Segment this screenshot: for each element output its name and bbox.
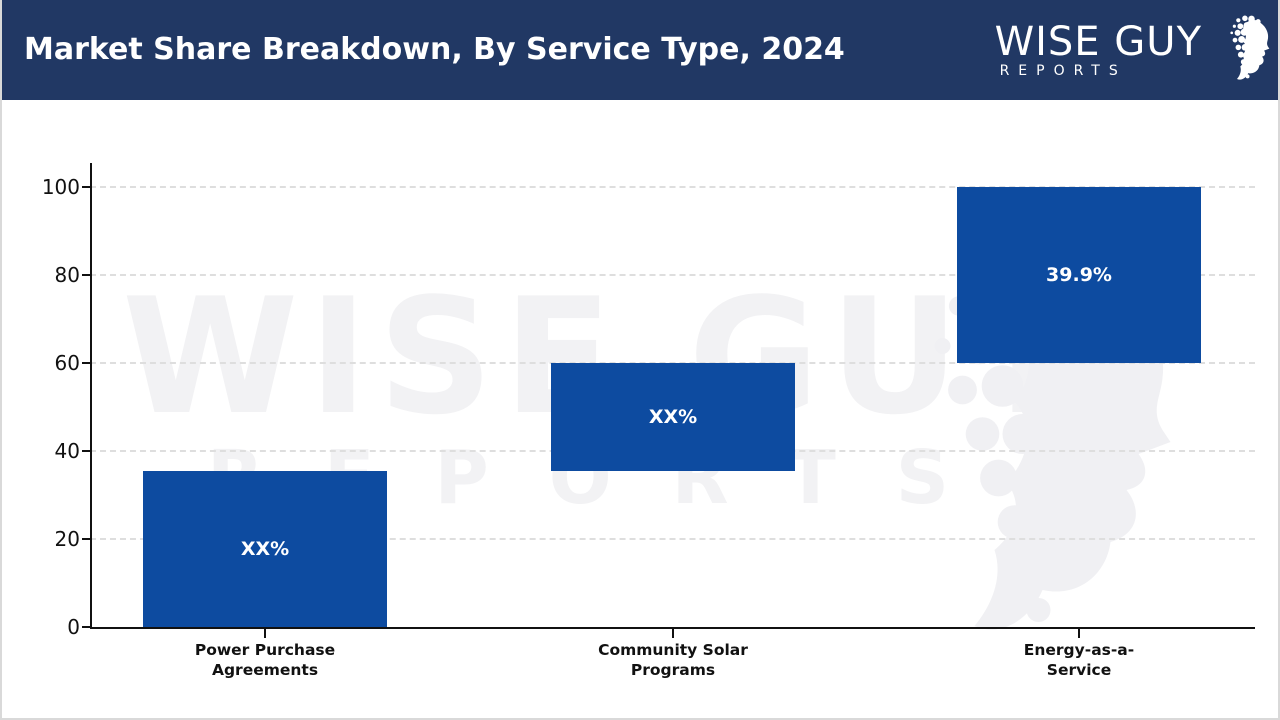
y-tick-label: 100 bbox=[41, 175, 80, 199]
y-tick bbox=[82, 362, 90, 364]
bar-segment: XX% bbox=[551, 362, 795, 472]
bar-value-label: 39.9% bbox=[1046, 263, 1112, 286]
brand-subtitle: REPORTS bbox=[999, 63, 1127, 79]
x-category-label-line: Programs bbox=[630, 661, 716, 679]
x-category-label-line: Service bbox=[1046, 661, 1112, 679]
page-title: Market Share Breakdown, By Service Type,… bbox=[24, 32, 845, 67]
x-tick bbox=[672, 629, 674, 638]
x-category-label-line: Community Solar bbox=[598, 641, 748, 659]
x-category-label: Community Solar Programs bbox=[523, 640, 823, 680]
y-tick-label: 20 bbox=[54, 527, 80, 551]
x-category-label-line: Power Purchase bbox=[194, 641, 336, 659]
brand-text: WISE GUY REPORTS bbox=[995, 21, 1202, 79]
gridline bbox=[90, 538, 1255, 540]
y-tick bbox=[82, 626, 90, 628]
brand-logo: WISE GUY REPORTS bbox=[995, 6, 1270, 94]
y-tick-label: 40 bbox=[54, 439, 80, 463]
y-tick bbox=[82, 538, 90, 540]
x-category-label: Energy-as-a- Service bbox=[929, 640, 1229, 680]
x-tick bbox=[264, 629, 266, 638]
bar-segment: 39.9% bbox=[957, 187, 1201, 363]
x-axis bbox=[90, 627, 1255, 629]
x-category-label-line: Energy-as-a- bbox=[1023, 641, 1135, 659]
bar-value-label: XX% bbox=[240, 538, 290, 561]
y-axis bbox=[90, 163, 92, 629]
y-tick-label: 60 bbox=[54, 351, 80, 375]
header-bar: Market Share Breakdown, By Service Type,… bbox=[2, 0, 1278, 100]
bar-value-label: XX% bbox=[648, 405, 698, 428]
y-tick bbox=[82, 274, 90, 276]
bar-segment: XX% bbox=[143, 471, 387, 627]
gridline bbox=[90, 186, 1255, 188]
x-tick bbox=[1078, 629, 1080, 638]
y-tick-label: 0 bbox=[67, 615, 80, 639]
y-tick-label: 80 bbox=[54, 263, 80, 287]
x-category-label-line: Agreements bbox=[211, 661, 319, 679]
y-tick bbox=[82, 450, 90, 452]
x-category-label: Power Purchase Agreements bbox=[115, 640, 415, 680]
brand-name: WISE GUY bbox=[994, 19, 1202, 65]
y-tick bbox=[82, 186, 90, 188]
brand-face-icon bbox=[1230, 15, 1270, 80]
gridline bbox=[90, 274, 1255, 276]
